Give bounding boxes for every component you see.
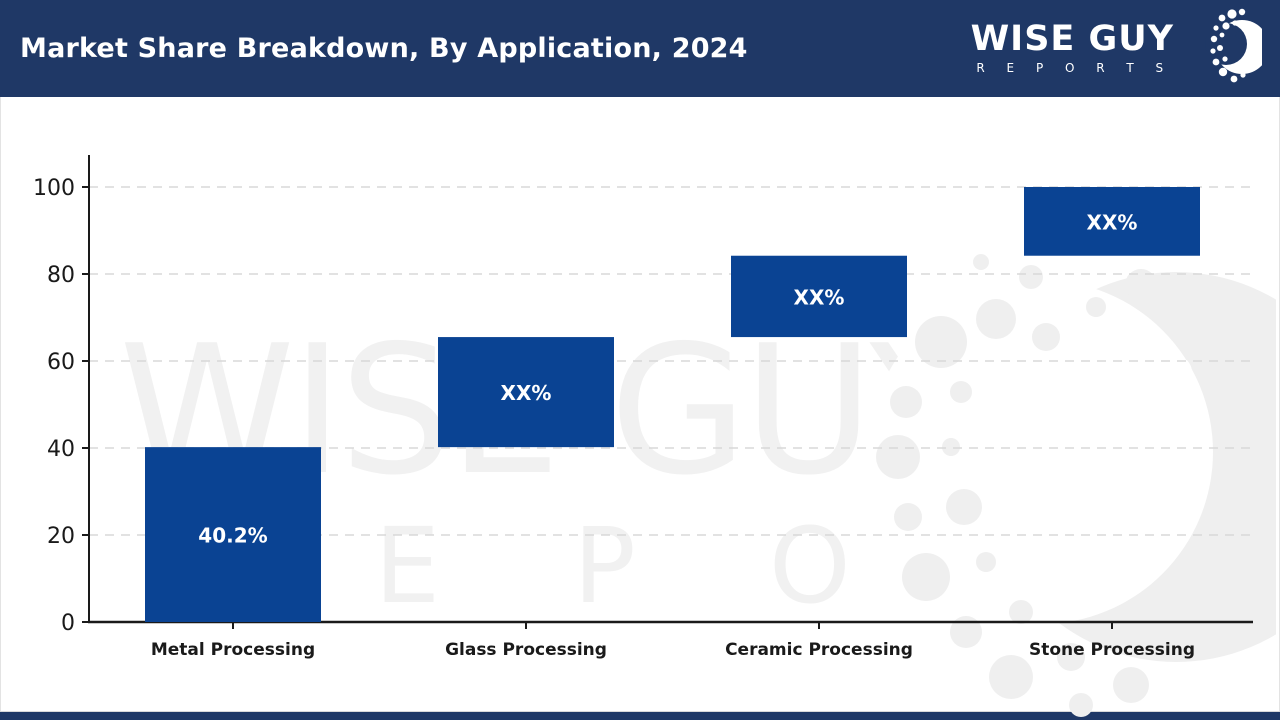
x-category-label: Metal Processing [151,640,315,660]
bar-value-label: XX% [794,285,845,309]
chart-section: WISE GUY R E P O R T S [0,97,1280,717]
x-category-label: Glass Processing [445,640,607,660]
y-tick-label: 0 [61,611,75,636]
brand-subname: R E P O R T S [976,61,1173,75]
footer-bar [0,711,1280,720]
brand-logo-text: WISE GUY R E P O R T S [970,19,1174,76]
y-tick-label: 60 [47,350,75,375]
x-category-label: Stone Processing [1029,640,1195,660]
bar-value-label: XX% [1087,210,1138,234]
bar-segment[interactable] [438,337,614,448]
header-banner: Market Share Breakdown, By Application, … [0,0,1280,97]
x-category-label: Ceramic Processing [725,640,913,660]
y-tick-label: 80 [47,263,75,288]
brand-name: WISE GUY [970,19,1174,59]
y-tick-label: 20 [47,524,75,549]
waterfall-chart: 0 20 40 60 80 100 40.2% Metal Processing XX% Glas… [33,155,1253,660]
bar-value-label: XX% [501,381,552,405]
bar-value-label: 40.2% [198,524,267,548]
bar-segment[interactable] [145,447,321,622]
bar-segment[interactable] [1024,187,1200,256]
y-tick-label: 40 [47,437,75,462]
brand-logo: WISE GUY R E P O R T S [971,4,1280,94]
bar-segment[interactable] [731,255,907,338]
y-tick-label: 100 [33,176,75,201]
page-title: Market Share Breakdown, By Application, … [20,33,748,64]
head-dots-icon [846,207,1280,720]
head-dots-icon [1176,4,1269,94]
